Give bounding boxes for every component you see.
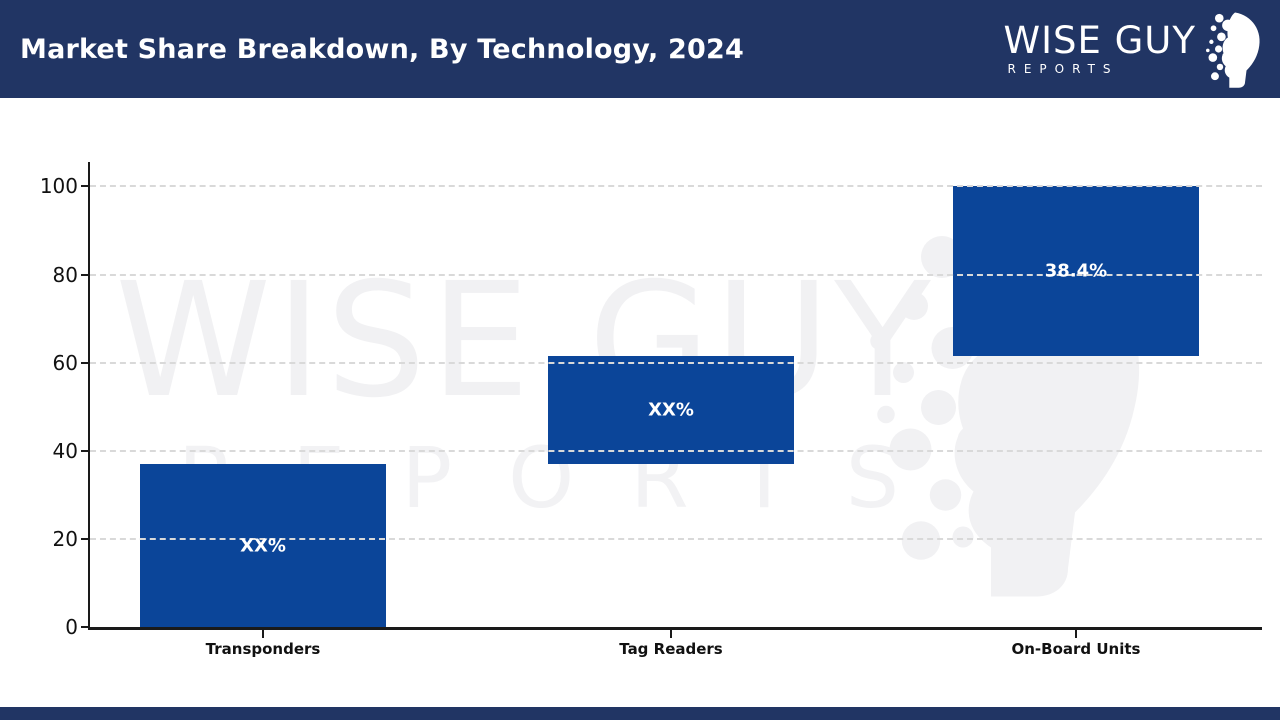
y-tick-mark [81, 537, 88, 540]
bar-value-label: XX% [648, 399, 694, 421]
y-tick-mark [81, 273, 88, 276]
x-tick-mark [1075, 630, 1077, 638]
logo-wiseguy-text: WISE GUY [1003, 19, 1196, 62]
y-tick-label: 20 [52, 526, 78, 551]
y-tick-label: 80 [52, 262, 78, 287]
y-tick-label: 60 [52, 350, 78, 375]
y-tick-label: 0 [65, 615, 78, 639]
x-tick-mark [262, 630, 264, 638]
grid-line [90, 185, 1262, 188]
x-tick-mark [670, 630, 672, 638]
page-title: Market Share Breakdown, By Technology, 2… [20, 33, 745, 65]
grid-line [90, 449, 1262, 452]
x-tick-label: Tag Readers [619, 640, 723, 658]
logo-reports-text: REPORTS [1007, 62, 1119, 76]
header-bar: Market Share Breakdown, By Technology, 2… [0, 0, 1280, 98]
x-axis-line [88, 627, 1262, 630]
wiseguy-face-icon [1206, 12, 1260, 88]
y-tick-mark [81, 185, 88, 188]
y-tick-mark [81, 361, 88, 364]
grid-line [90, 361, 1262, 364]
bar-value-label: XX% [240, 535, 286, 557]
grid-line [90, 273, 1262, 276]
bar [140, 464, 386, 627]
grid-line [90, 537, 1262, 540]
x-tick-label: On-Board Units [1011, 640, 1141, 658]
bar [548, 355, 794, 465]
wiseguy-logo: WISE GUY REPORTS [1004, 6, 1268, 92]
y-tick-mark [81, 626, 88, 628]
y-tick-mark [81, 449, 88, 452]
footer-bar [0, 707, 1280, 720]
y-tick-label: 100 [39, 174, 78, 199]
y-axis-line [88, 162, 90, 630]
x-tick-label: Transponders [205, 640, 321, 658]
y-tick-label: 40 [52, 438, 78, 463]
bar-value-label: 38.4% [1044, 260, 1108, 282]
